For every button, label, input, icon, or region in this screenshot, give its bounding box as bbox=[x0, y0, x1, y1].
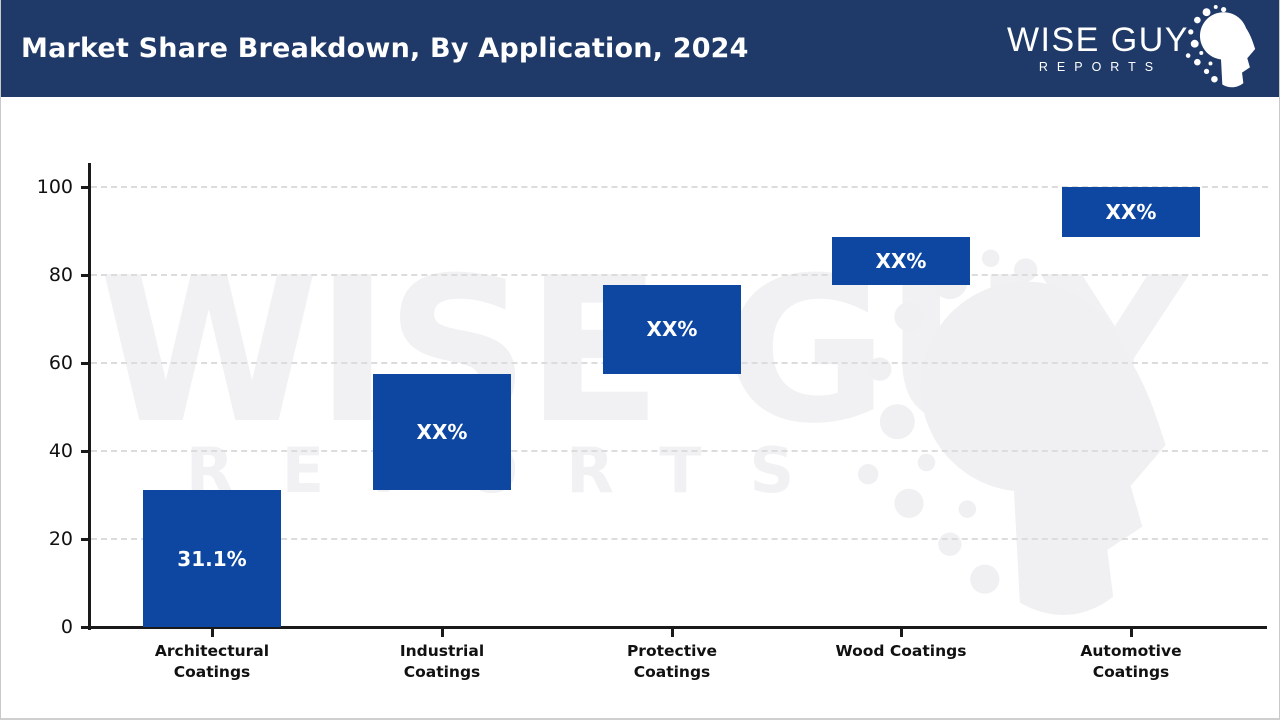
x-category-label-line: Coatings bbox=[1092, 663, 1170, 681]
x-category-label-line: Protective bbox=[626, 642, 718, 660]
y-axis-tick bbox=[81, 450, 90, 453]
dotted-face-profile-icon bbox=[1185, 4, 1256, 87]
grid-line bbox=[91, 186, 1268, 188]
x-category-label-line: Coatings bbox=[173, 663, 251, 681]
x-axis-tick bbox=[441, 629, 444, 637]
y-tick-label: 40 bbox=[48, 440, 73, 462]
page-title: Market Share Breakdown, By Application, … bbox=[21, 33, 749, 64]
chart-area: WISE GUY REPORTS 0 20 40 60 80 100 31.1% Archit… bbox=[1, 97, 1279, 718]
x-category-label-line: Automotive bbox=[1080, 642, 1182, 660]
x-category-label-line: Industrial bbox=[399, 642, 485, 660]
grid-line bbox=[91, 450, 1268, 452]
x-category-label: Protective Coatings bbox=[560, 641, 784, 683]
x-category-label-line: Coatings bbox=[633, 663, 711, 681]
bar-value-label: XX% bbox=[875, 248, 927, 273]
brand-logo-text: WISE GUY REPORTS bbox=[1007, 23, 1189, 74]
bar-value-label: XX% bbox=[646, 317, 698, 342]
bar-value-label: 31.1% bbox=[177, 546, 247, 571]
x-category-label: Automotive Coatings bbox=[1019, 641, 1243, 683]
x-axis-line bbox=[88, 626, 1267, 629]
y-axis-tick bbox=[81, 538, 90, 541]
waterfall-bar bbox=[832, 236, 970, 285]
x-category-label-line: Wood Coatings bbox=[835, 642, 967, 660]
y-axis-tick bbox=[81, 626, 90, 629]
bar-value-label: XX% bbox=[1105, 199, 1157, 224]
grid-line bbox=[91, 538, 1268, 540]
x-axis-tick bbox=[900, 629, 903, 637]
y-tick-label: 20 bbox=[48, 528, 73, 550]
watermark-face-icon bbox=[857, 249, 1166, 615]
y-axis-tick bbox=[81, 274, 90, 277]
waterfall-bar bbox=[373, 374, 511, 491]
x-axis-tick bbox=[671, 629, 674, 637]
x-category-label: Industrial Coatings bbox=[330, 641, 554, 683]
brand-name: WISE GUY bbox=[1006, 21, 1189, 60]
y-tick-label: 0 bbox=[60, 616, 73, 638]
x-category-label-line: Architectural bbox=[154, 642, 270, 660]
brand-logo: WISE GUY REPORTS bbox=[1007, 3, 1263, 95]
x-category-label: Architectural Coatings bbox=[100, 641, 324, 683]
y-axis-line bbox=[88, 163, 91, 630]
y-tick-label: 100 bbox=[36, 176, 73, 198]
x-axis-tick bbox=[211, 629, 214, 637]
header-band: Market Share Breakdown, By Application, … bbox=[1, 0, 1279, 97]
brand-subtitle: REPORTS bbox=[1038, 60, 1163, 75]
x-axis-tick bbox=[1130, 629, 1133, 637]
bar-value-label: XX% bbox=[416, 420, 468, 445]
x-category-label: Wood Coatings bbox=[789, 641, 1013, 662]
waterfall-bar bbox=[603, 284, 741, 374]
y-axis-tick bbox=[81, 186, 90, 189]
x-category-label-line: Coatings bbox=[403, 663, 481, 681]
grid-line bbox=[91, 274, 1268, 276]
waterfall-bar bbox=[1062, 187, 1200, 237]
waterfall-bar bbox=[143, 490, 281, 627]
y-axis-tick bbox=[81, 362, 90, 365]
y-tick-label: 60 bbox=[48, 352, 73, 374]
y-tick-label: 80 bbox=[48, 264, 73, 286]
